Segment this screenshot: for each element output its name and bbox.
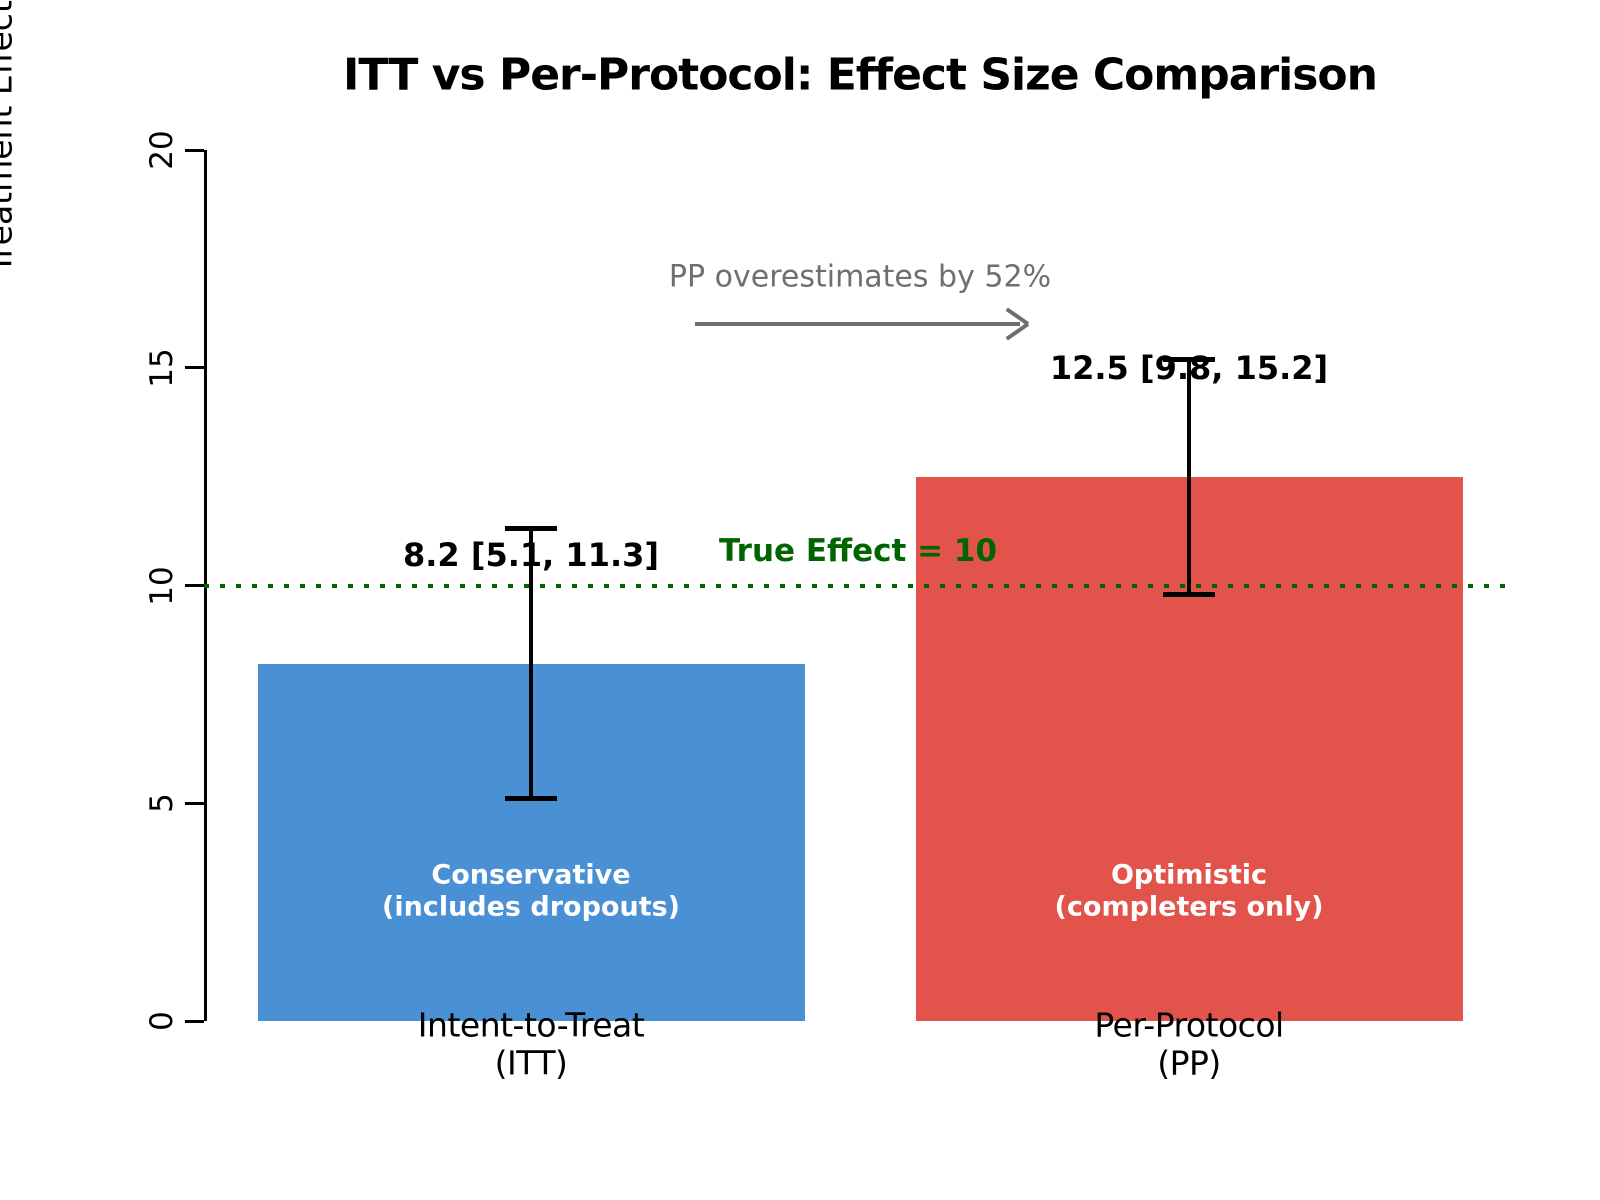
error-bar-cap [505,796,557,802]
bar-inner-label: (completers only) [1054,891,1324,923]
bar-value-label: 12.5 [9.8, 15.2] [1049,348,1329,387]
error-bar-cap [1163,356,1215,362]
y-tick-mark [185,801,204,805]
bar-inner-label: (includes dropouts) [381,891,681,923]
y-tick-mark [185,584,204,587]
true-effect-label: True Effect = 10 [718,533,998,569]
bar-inner-label: Optimistic [1110,859,1268,891]
bar-value-label: 8.2 [5.1, 11.3] [402,536,660,574]
y-tick-label: 10 [144,565,180,606]
annotation-text: PP overestimates by 52% [668,259,1052,295]
x-axis-category-label: Intent-to-Treat [417,1005,645,1045]
error-bar-cap [505,526,557,532]
y-tick-label: 5 [144,793,180,814]
y-tick-label: 0 [144,1011,180,1031]
annotation-arrow-shaft [695,322,1020,326]
x-axis-category-label: (PP) [1157,1043,1221,1083]
bar-inner-label: Conservative [431,859,631,891]
error-bar-line [1187,359,1191,595]
error-bar-cap [1163,591,1215,597]
y-tick-mark [185,366,204,370]
y-tick-mark [185,1019,204,1023]
x-axis-category-label: Per-Protocol [1094,1005,1284,1045]
y-axis-label: Treatment Effect Estimate (units) [0,0,20,274]
x-axis-category-label: (ITT) [494,1043,568,1083]
chart-title: ITT vs Per-Protocol: Effect Size Compari… [343,49,1378,101]
y-tick-label: 15 [144,348,180,388]
y-tick-label: 20 [144,130,180,170]
true-effect-line [204,583,1513,588]
y-tick-mark [185,148,204,152]
error-bar-line [529,528,533,799]
